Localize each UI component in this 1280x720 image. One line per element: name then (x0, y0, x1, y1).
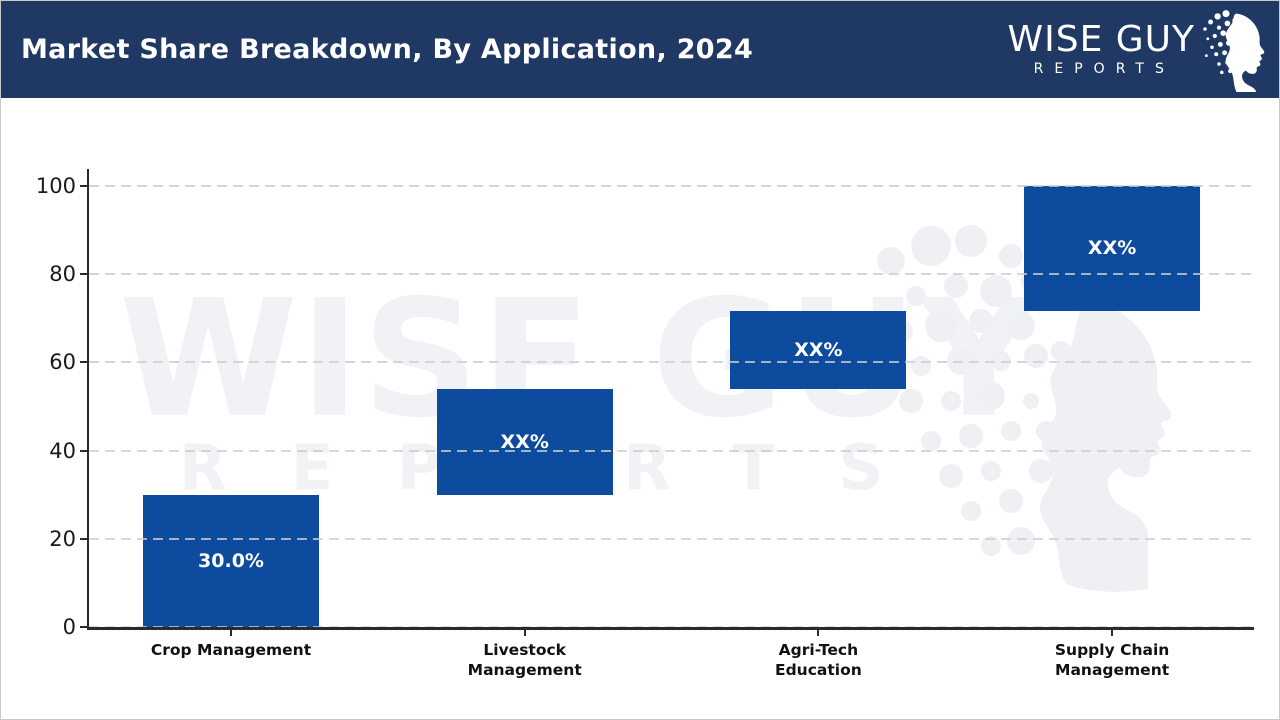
y-tick-label: 80 (49, 262, 76, 287)
x-category-label: Supply Chain Management (982, 640, 1242, 680)
x-category-label: Agri-Tech Education (688, 640, 948, 680)
watermark-face-icon (877, 225, 1172, 592)
gridline (89, 449, 1254, 452)
x-category-label: Livestock Management (395, 640, 655, 680)
logo-wordmark: WISE GUY (1007, 19, 1195, 60)
y-tick (80, 537, 88, 540)
x-tick (230, 629, 232, 636)
y-tick-label: 0 (62, 615, 76, 639)
bar-value-label: XX% (1087, 237, 1137, 260)
bar-value-label: 30.0% (198, 549, 264, 572)
logo-face-icon (1203, 9, 1265, 92)
x-category-line: Management (1055, 661, 1170, 679)
y-tick (80, 273, 88, 276)
x-tick (523, 629, 526, 636)
y-tick (80, 185, 88, 187)
gridline (89, 537, 1254, 540)
bar-segment (143, 494, 319, 627)
bar-value-label: XX% (500, 430, 549, 453)
header: Market Share Breakdown, By Application, … (1, 1, 1279, 98)
bar-value-label: XX% (794, 338, 843, 361)
wiseguy-logo: WISE GUY REPORTS (1008, 8, 1270, 92)
x-tick (1111, 629, 1114, 636)
bar-segment (730, 310, 907, 389)
logo-subtitle: REPORTS (1033, 61, 1175, 77)
bar-segment (436, 388, 613, 495)
gridline (89, 361, 1254, 364)
gridline (89, 273, 1254, 276)
x-category-line: Supply Chain (1054, 641, 1170, 659)
x-axis (87, 627, 1254, 630)
y-tick (80, 361, 88, 364)
y-tick-label: 40 (49, 438, 76, 463)
x-category-label: Crop Management (101, 640, 361, 660)
x-category-line: Crop Management (150, 641, 312, 659)
y-axis (87, 169, 89, 629)
x-category-line: Livestock (483, 641, 566, 659)
x-category-line: Agri-Tech (778, 641, 859, 659)
y-tick (80, 449, 88, 452)
page-title: Market Share Breakdown, By Application, … (21, 34, 754, 65)
y-tick-label: 60 (49, 350, 76, 375)
x-category-line: Education (775, 661, 862, 679)
x-category-line: Management (467, 661, 582, 679)
y-tick-label: 100 (35, 174, 76, 198)
x-tick (817, 629, 820, 636)
y-tick-label: 20 (49, 526, 76, 551)
bar-segment (1024, 186, 1201, 311)
gridline (89, 185, 1254, 187)
logo-text: WISE GUY REPORTS (1007, 19, 1196, 78)
y-tick (80, 626, 88, 628)
